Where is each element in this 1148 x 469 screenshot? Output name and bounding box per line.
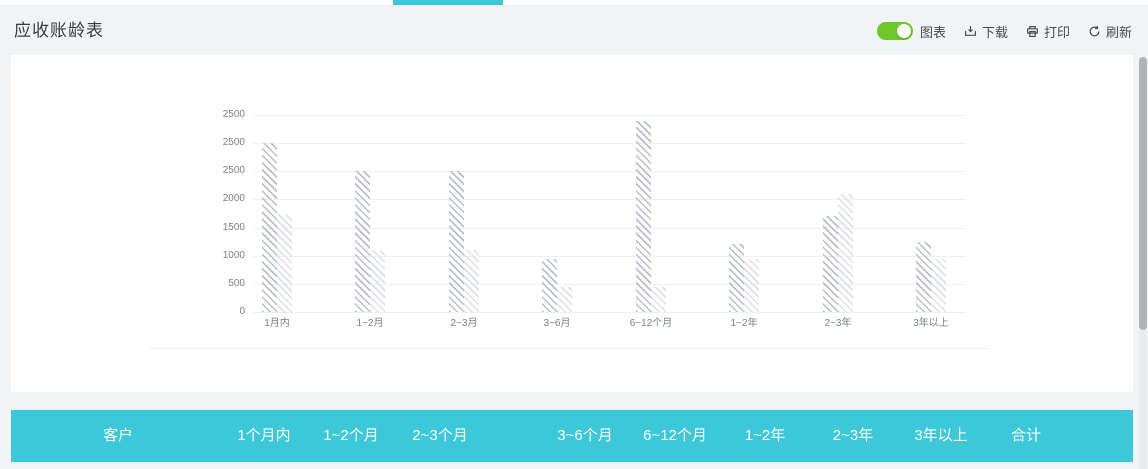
table-header-cell-2: 1个月内 (237, 427, 291, 444)
chart-toggle-group[interactable]: 图表 (876, 22, 946, 41)
scrollbar-thumb[interactable] (1139, 57, 1147, 330)
chart-card (11, 55, 1133, 392)
table-header-cell-4: 2~3个月 (412, 427, 468, 444)
download-label: 下载 (981, 24, 1008, 40)
chart-toggle-label: 图表 (919, 24, 946, 40)
tab-accent-bar (393, 0, 503, 5)
print-label: 打印 (1043, 24, 1070, 40)
table-header-row: 客户 1个月内 1~2个月 2~3个月 3~6个月 6~12个月 1~2年 2~3年 3年以上 合… (11, 410, 1133, 462)
refresh-icon (1089, 25, 1100, 36)
table-header-cell-10: 合计 (1010, 427, 1042, 444)
table-header-cell-7: 1~2年 (744, 427, 786, 444)
toggle-knob (896, 24, 911, 38)
toolbar: 图表 下载 打印 刷新 (876, 19, 1132, 43)
page-title: 应收账龄表 (14, 21, 104, 40)
refresh-button[interactable]: 刷新 (1088, 22, 1132, 41)
download-icon (964, 25, 976, 36)
page-header: 应收账龄表 图表 下载 打印 刷新 (0, 5, 1148, 55)
browser-top-strip (0, 0, 1148, 5)
table-header-cell-9: 3年以上 (914, 427, 968, 444)
download-button[interactable]: 下载 (964, 22, 1008, 41)
table-header-cell-1: 客户 (102, 427, 134, 444)
table-header-cell-5: 3~6个月 (557, 427, 613, 444)
refresh-label: 刷新 (1105, 24, 1132, 40)
chart-toggle-switch[interactable] (876, 22, 913, 40)
print-icon (1026, 25, 1038, 37)
table-header-cell-6: 6~12个月 (643, 427, 707, 444)
table-header-cell-3: 1~2个月 (323, 427, 379, 444)
print-button[interactable]: 打印 (1026, 22, 1070, 41)
table-header-cell-8: 2~3年 (832, 427, 874, 444)
